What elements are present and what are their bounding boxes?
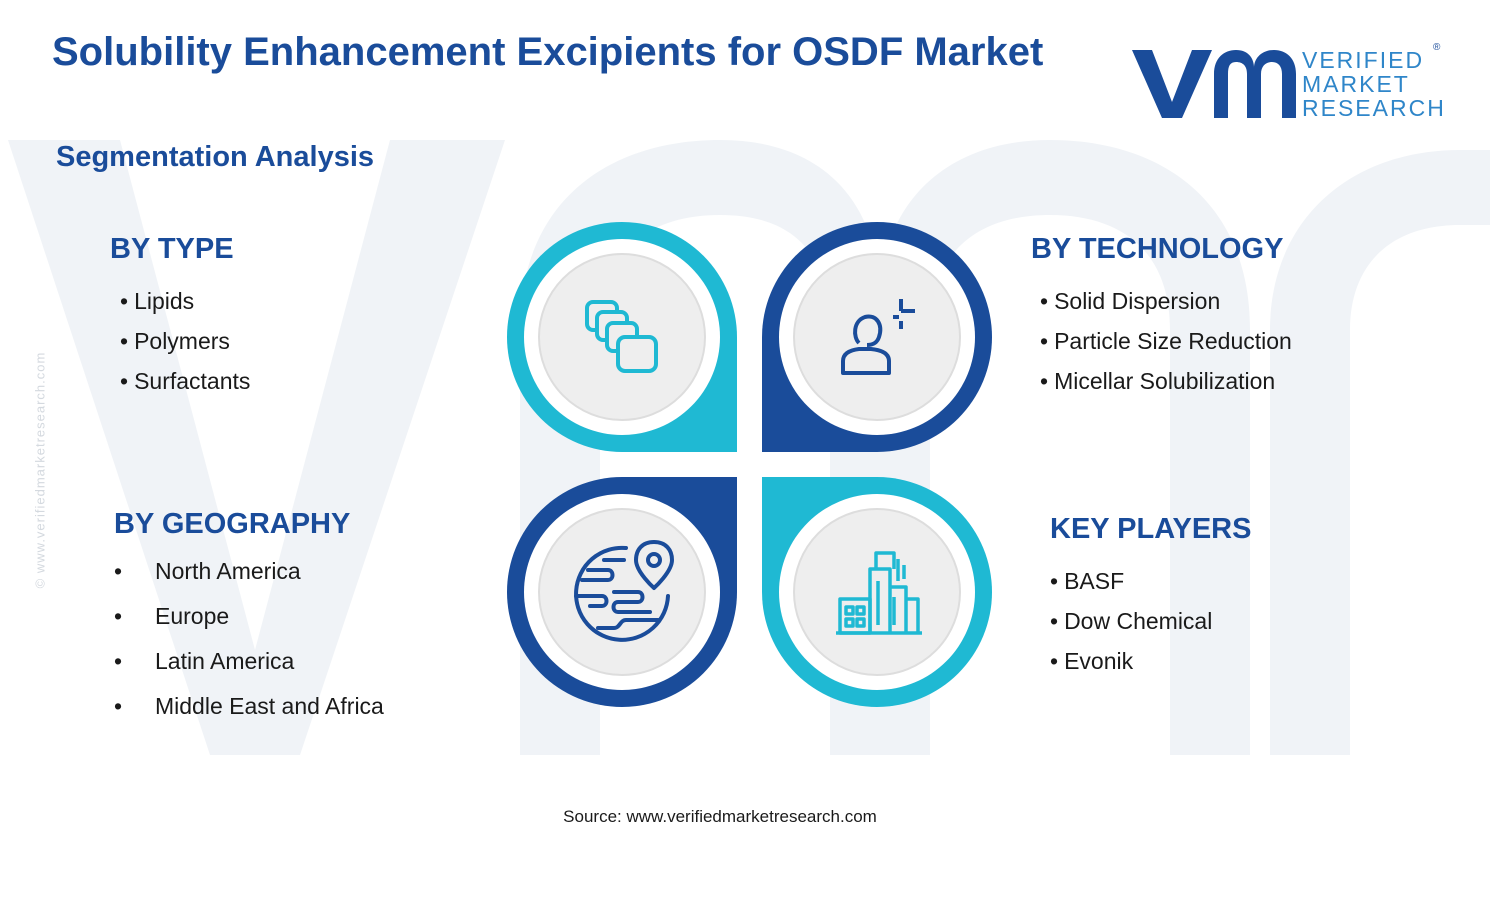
brand-logo: VERIFIED MARKET RESEARCH ® [1130,40,1450,122]
bullet-glyph: • [114,648,123,674]
by-geography-list: • North America • Europe • Latin America • M… [114,556,384,736]
bullet-glyph: • [114,558,123,584]
list-item-label: Middle East and Africa [155,693,384,719]
by-technology-list: • Solid Dispersion • Particle Size Reducti… [1040,286,1292,406]
bullet-glyph: • [114,603,123,629]
list-item-label: Polymers [134,328,230,354]
stacked-layers-icon [585,300,658,373]
key-players-list: • BASF • Dow Chemical • Evonik [1050,566,1212,686]
list-item: • Particle Size Reduction [1040,326,1292,366]
by-type-heading: BY TYPE [110,233,234,265]
list-item-label: Dow Chemical [1064,608,1213,634]
logo-line-research: RESEARCH [1302,95,1446,121]
list-item-label: Particle Size Reduction [1054,328,1292,354]
bullet-glyph: • [1040,328,1049,354]
vmr-logo-mark [1132,50,1296,118]
bullet-glyph: • [1040,368,1049,394]
page-subtitle: Segmentation Analysis [56,141,375,173]
list-item-label: Evonik [1064,648,1134,674]
list-item-label: Solid Dispersion [1054,288,1221,314]
bullet-glyph: • [1050,608,1059,634]
list-item: • Solid Dispersion [1040,286,1292,326]
buildings-icon [836,551,922,635]
bullet-glyph: • [114,693,123,719]
list-item: • Evonik [1050,646,1212,686]
bullet-glyph: • [1050,568,1059,594]
bullet-glyph: • [1050,648,1059,674]
copyright-watermark: © www.verifiedmarketresearch.com [32,351,48,589]
list-item-label: Surfactants [134,368,251,394]
list-item: • Surfactants [120,366,250,406]
list-item: • Latin America [114,646,384,691]
bullet-glyph: • [1040,288,1049,314]
logo-line-market: MARKET [1302,71,1410,97]
list-item-label: North America [155,558,301,584]
list-item: • Europe [114,601,384,646]
list-item: • Middle East and Africa [114,691,384,736]
list-item: • Micellar Solubilization [1040,366,1292,406]
list-item: • North America [114,556,384,601]
list-item-label: Lipids [134,288,195,314]
list-item-label: Latin America [155,648,295,674]
list-item: • Polymers [120,326,250,366]
logo-line-verified: VERIFIED [1302,47,1425,73]
list-item: • BASF [1050,566,1212,606]
globe-location-icon [574,540,674,642]
registered-mark: ® [1433,42,1441,53]
list-item-label: Micellar Solubilization [1054,368,1276,394]
by-type-list: • Lipids • Polymers • Surfactants [120,286,250,406]
list-item-label: BASF [1064,568,1125,594]
person-innovation-icon [841,299,915,375]
list-item: • Lipids [120,286,250,326]
logo-wordmark: VERIFIED MARKET RESEARCH [1302,48,1446,120]
bullet-glyph: • [120,288,129,314]
by-technology-heading: BY TECHNOLOGY [1031,233,1284,265]
source-caption: Source: www.verifiedmarketresearch.com [563,807,877,826]
list-item-label: Europe [155,603,230,629]
list-item: • Dow Chemical [1050,606,1212,646]
key-players-heading: KEY PLAYERS [1050,513,1252,545]
bullet-glyph: • [120,328,129,354]
page-title: Solubility Enhancement Excipients for OS… [52,30,1044,74]
by-geography-heading: BY GEOGRAPHY [114,508,351,540]
bullet-glyph: • [120,368,129,394]
